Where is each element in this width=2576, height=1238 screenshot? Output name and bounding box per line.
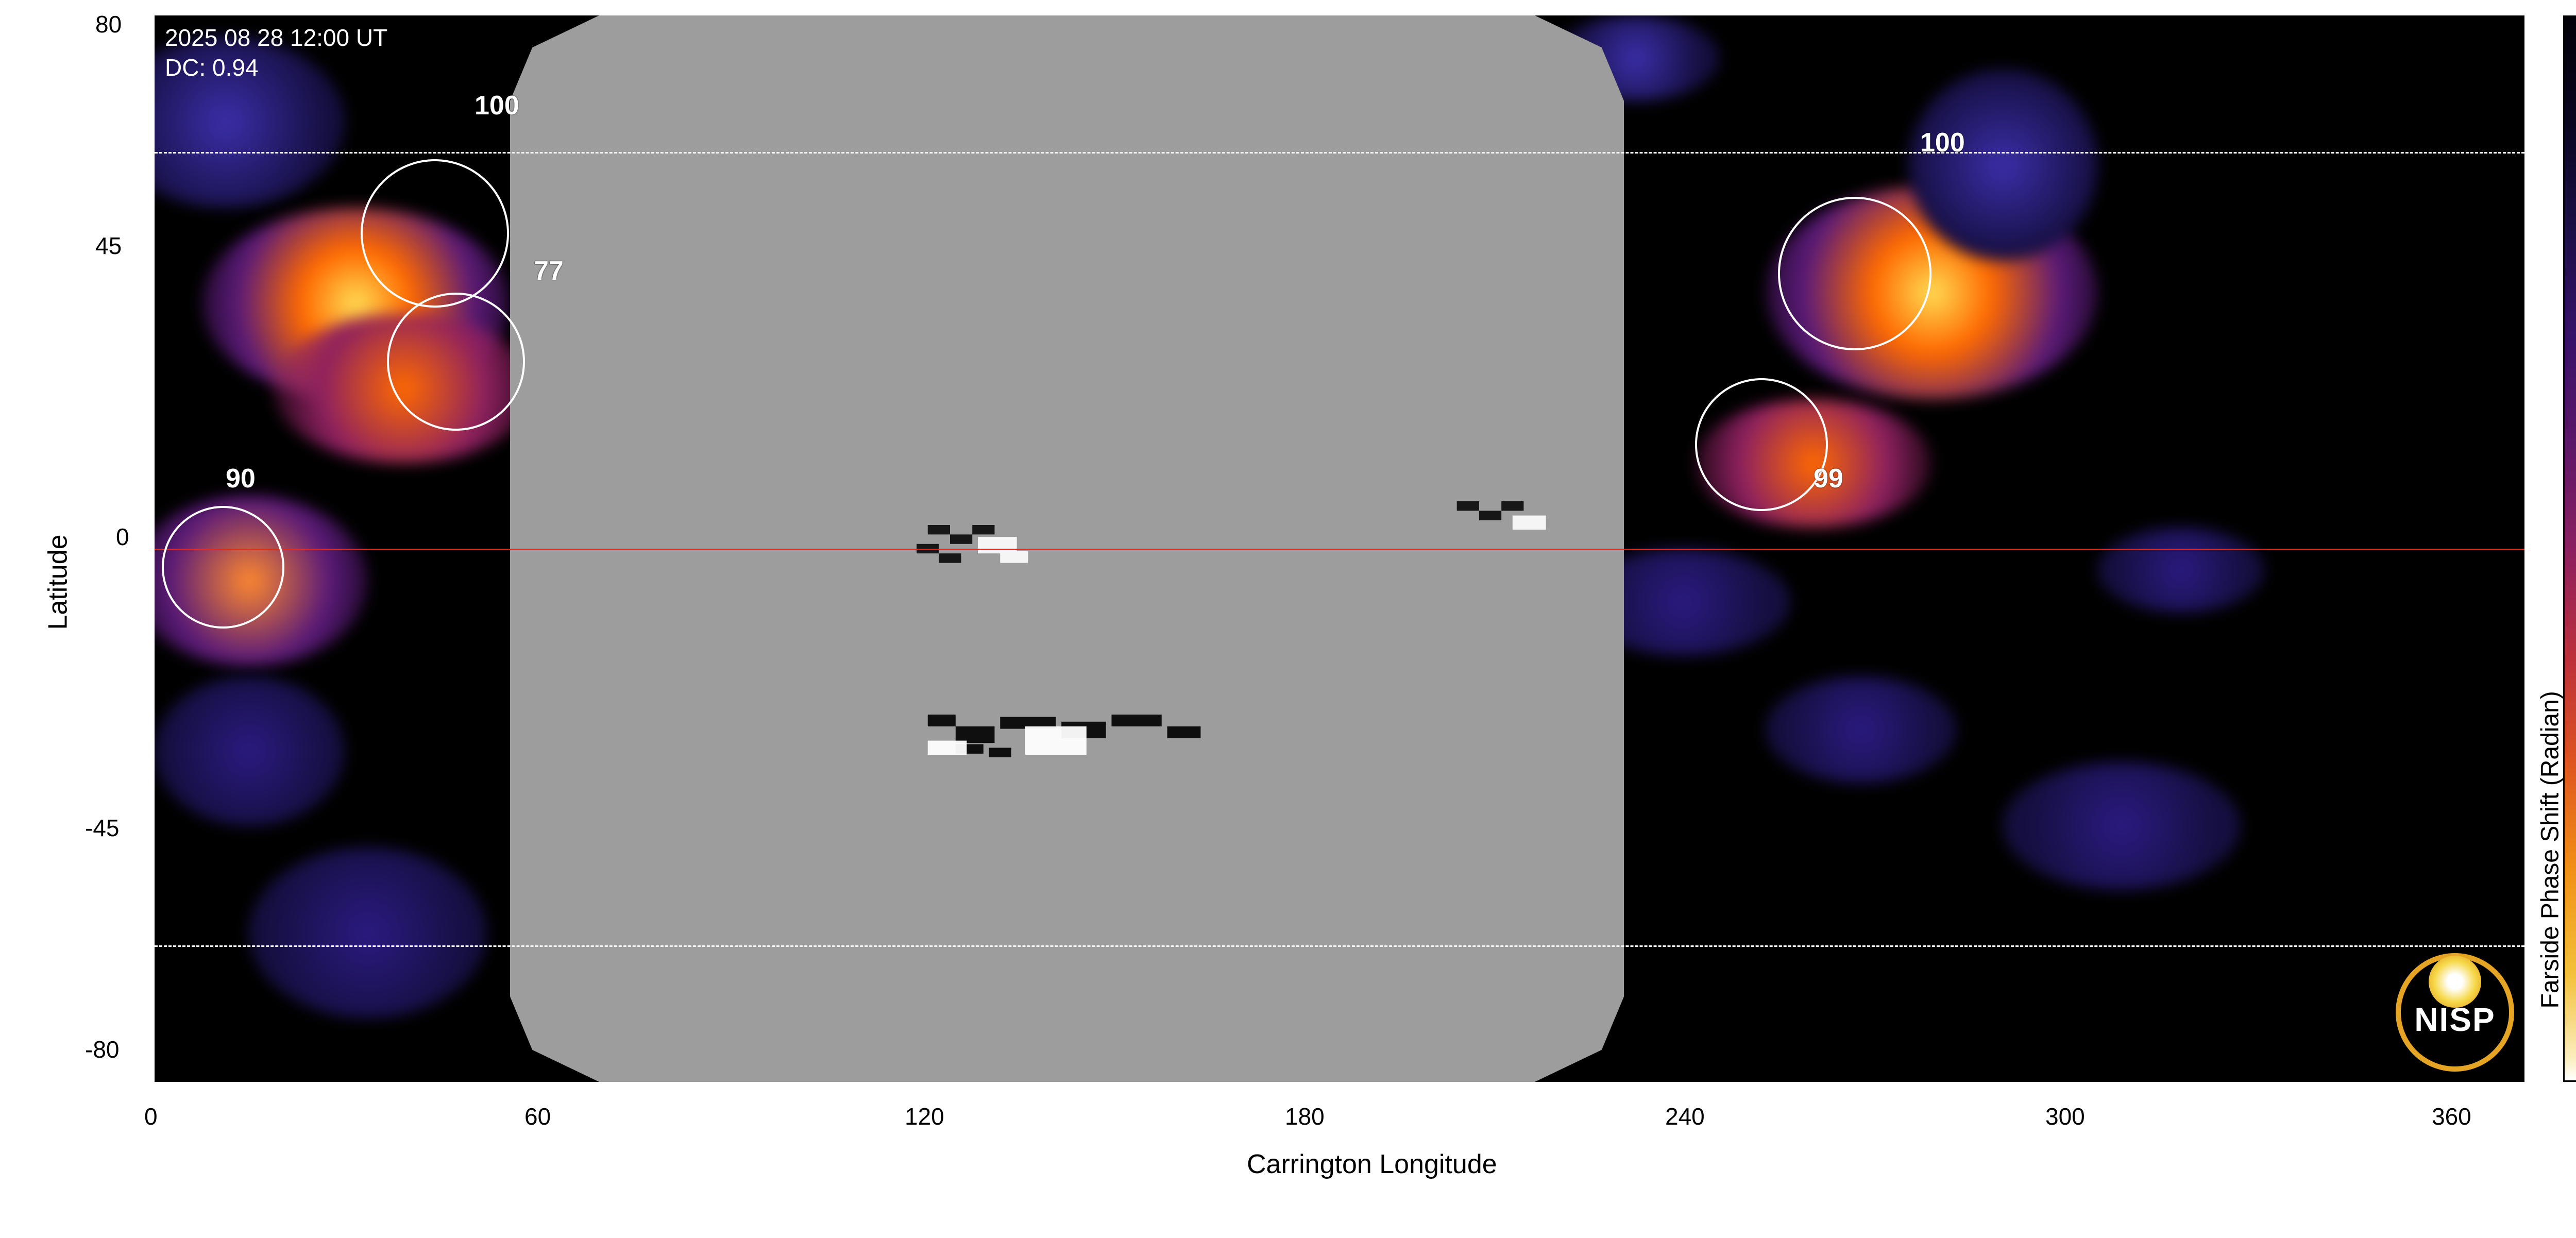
colorbar-farside-phase-shift[interactable]: -0.050 -0.075 -0.100 -0.125 -0.150 -0.17… (2563, 15, 2576, 1082)
xtick-60: 60 (524, 1103, 551, 1130)
xtick-0: 0 (144, 1103, 158, 1130)
dashed-latitude-line-upper (155, 152, 2524, 154)
nisp-logo[interactable]: NISP (2396, 953, 2514, 1072)
timestamp-dc: DC: 0.94 (165, 53, 387, 83)
timestamp-overlay: 2025 08 28 12:00 UT DC: 0.94 (165, 23, 387, 82)
region-label-left-lower: 90 (226, 463, 256, 494)
region-circle-left-upper[interactable] (361, 159, 509, 308)
equator-line[interactable] (155, 549, 2524, 550)
xtick-180: 180 (1285, 1103, 1325, 1130)
ytick-80: 80 (95, 10, 122, 38)
ytick--45: -45 (85, 814, 119, 842)
region-label-right-upper: 100 (1920, 127, 1965, 158)
ytick-45: 45 (95, 232, 122, 260)
root-container: 100 77 90 100 99 2025 08 28 12:00 UT DC:… (0, 0, 2576, 1238)
yaxis-title: Latitude (43, 534, 74, 630)
region-label-left-upper: 100 (474, 90, 519, 121)
xaxis-title: Carrington Longitude (1247, 1149, 1497, 1180)
farside-blob (155, 676, 344, 826)
cb1-axis-title: Farside Phase Shift (Radian) (2536, 691, 2565, 1008)
region-circle-left-lower[interactable] (162, 506, 284, 629)
region-label-right-lower: 99 (1814, 463, 1843, 494)
farside-blob (1766, 676, 1956, 783)
solar-map-plot: 100 77 90 100 99 2025 08 28 12:00 UT DC:… (155, 15, 2524, 1082)
dashed-latitude-line-lower (155, 945, 2524, 947)
nisp-logo-text: NISP (2405, 1000, 2504, 1039)
xtick-120: 120 (905, 1103, 944, 1130)
timestamp-datetime: 2025 08 28 12:00 UT (165, 23, 387, 53)
xtick-240: 240 (1665, 1103, 1705, 1130)
ytick-0: 0 (116, 523, 129, 551)
xtick-360: 360 (2432, 1103, 2471, 1130)
region-circle-right-lower[interactable] (1695, 378, 1828, 511)
magnetogram-noise (917, 501, 1546, 757)
colorbar-farside-strip (2563, 15, 2576, 1082)
farside-blob (249, 847, 486, 1018)
ytick--80: -80 (85, 1036, 119, 1063)
region-label-left-mid: 77 (534, 256, 564, 286)
farside-blob (2098, 528, 2264, 613)
region-circle-right-upper[interactable] (1778, 197, 1931, 350)
farside-blob (2003, 762, 2240, 890)
region-circle-left-mid[interactable] (387, 293, 525, 431)
farside-blob (1908, 69, 2098, 261)
xtick-300: 300 (2045, 1103, 2085, 1130)
sun-icon (2429, 956, 2481, 1008)
